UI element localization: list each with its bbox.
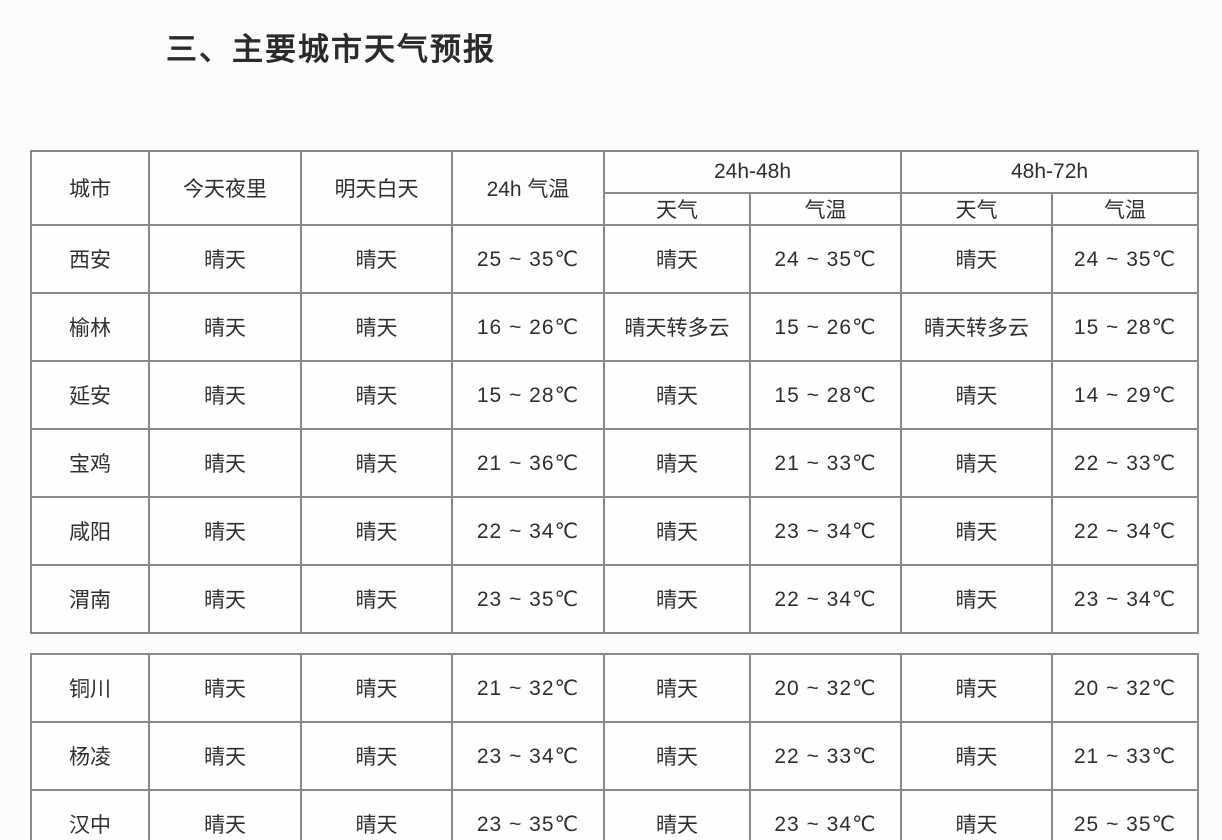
tonight-weather-cell: 晴天 [148, 653, 302, 723]
tomorrow-weather-cell: 晴天 [300, 428, 453, 498]
temp-24h-cell: 21 ~ 36℃ [451, 428, 605, 498]
header-row-groups: 城市 今天夜里 明天白天 24h 气温 24h-48h 48h-72h [30, 150, 1200, 226]
weather-48-72-cell: 晴天 [900, 564, 1054, 634]
weather-table-secondary: 铜川 晴天 晴天 21 ~ 32℃ 晴天 20 ~ 32℃ 晴天 20 ~ 32… [30, 653, 1199, 840]
weather-24-48-cell: 晴天 [603, 564, 751, 634]
weather-24-48-cell: 晴天 [603, 428, 751, 498]
tonight-weather-cell: 晴天 [148, 564, 302, 634]
table-row-tongchuan: 铜川 晴天 晴天 21 ~ 32℃ 晴天 20 ~ 32℃ 晴天 20 ~ 32… [30, 653, 1199, 723]
col-header-tonight: 今天夜里 [148, 150, 302, 226]
temp-24h-cell: 16 ~ 26℃ [451, 292, 605, 362]
temp-24-48-cell: 22 ~ 33℃ [749, 721, 902, 791]
weather-48-72-cell: 晴天转多云 [900, 292, 1054, 362]
weather-24-48-cell: 晴天 [603, 653, 751, 723]
temp-24-48-cell: 20 ~ 32℃ [749, 653, 902, 723]
weather-24-48-cell: 晴天 [603, 721, 751, 791]
weather-24-48-cell: 晴天 [603, 789, 751, 840]
temp-24h-cell: 22 ~ 34℃ [451, 496, 605, 566]
temp-24-48-cell: 22 ~ 34℃ [748, 564, 903, 634]
temp-24-48-cell: 21 ~ 33℃ [748, 428, 903, 498]
city-cell: 榆林 [30, 292, 150, 362]
col-header-tomorrow-daytime: 明天白天 [300, 150, 453, 226]
header-row-sub: 天气 气温 天气 气温 [31, 192, 1200, 226]
temp-24-48-cell: 15 ~ 28℃ [748, 360, 903, 430]
col-header-temp-24-48: 气温 [748, 192, 903, 226]
table-row-yulin: 榆林 晴天 晴天 16 ~ 26℃ 晴天转多云 15 ~ 26℃ 晴天转多云 1… [30, 292, 1200, 362]
city-cell: 铜川 [30, 653, 150, 723]
temp-48-72-cell: 20 ~ 32℃ [1051, 653, 1199, 723]
tomorrow-weather-cell: 晴天 [300, 653, 453, 723]
weather-24-48-cell: 晴天 [603, 360, 751, 430]
city-cell: 延安 [30, 360, 150, 430]
col-header-weather-24-48: 天气 [603, 192, 751, 226]
weather-48-72-cell: 晴天 [900, 428, 1054, 498]
weather-48-72-cell: 晴天 [900, 721, 1053, 791]
col-header-temp-48-72: 气温 [1051, 192, 1200, 226]
weather-table-primary: 城市 今天夜里 明天白天 24h 气温 24h-48h 48h-72h 天气 气… [30, 150, 1200, 634]
tomorrow-weather-cell: 晴天 [300, 496, 453, 566]
temp-24h-cell: 15 ~ 28℃ [451, 360, 605, 430]
weather-48-72-cell: 晴天 [900, 224, 1054, 294]
table-row-hanzhong: 汉中 晴天 晴天 23 ~ 35℃ 晴天 23 ~ 34℃ 晴天 25 ~ 35… [30, 789, 1199, 840]
col-group-48h-72h: 48h-72h [900, 150, 1200, 194]
tomorrow-weather-cell: 晴天 [300, 789, 453, 840]
temp-24h-cell: 21 ~ 32℃ [451, 653, 605, 723]
table-row-xianyang: 咸阳 晴天 晴天 22 ~ 34℃ 晴天 23 ~ 34℃ 晴天 22 ~ 34… [30, 496, 1200, 566]
tomorrow-weather-cell: 晴天 [300, 224, 453, 294]
temp-48-72-cell: 23 ~ 34℃ [1051, 564, 1200, 634]
col-header-city: 城市 [30, 150, 150, 226]
col-header-24h-temp: 24h 气温 [451, 150, 605, 226]
city-cell: 杨凌 [30, 721, 150, 791]
tomorrow-weather-cell: 晴天 [300, 360, 453, 430]
temp-24h-cell: 25 ~ 35℃ [451, 224, 605, 294]
city-cell: 西安 [30, 224, 150, 294]
tomorrow-weather-cell: 晴天 [300, 564, 453, 634]
city-cell: 汉中 [30, 789, 150, 840]
section-title: 三、主要城市天气预报 [166, 32, 496, 67]
table-row-yangling: 杨凌 晴天 晴天 23 ~ 34℃ 晴天 22 ~ 33℃ 晴天 21 ~ 33… [30, 721, 1199, 791]
temp-48-72-cell: 25 ~ 35℃ [1051, 789, 1199, 840]
weather-48-72-cell: 晴天 [900, 496, 1054, 566]
temp-24h-cell: 23 ~ 35℃ [451, 789, 605, 840]
city-cell: 渭南 [30, 564, 150, 634]
weather-24-48-cell: 晴天 [603, 224, 751, 294]
table-header: 城市 今天夜里 明天白天 24h 气温 24h-48h 48h-72h 天气 气… [30, 150, 1200, 226]
tonight-weather-cell: 晴天 [148, 721, 302, 791]
temp-24-48-cell: 23 ~ 34℃ [748, 496, 903, 566]
city-cell: 咸阳 [30, 496, 150, 566]
tonight-weather-cell: 晴天 [148, 224, 302, 294]
weather-48-72-cell: 晴天 [900, 653, 1053, 723]
table-row-yanan: 延安 晴天 晴天 15 ~ 28℃ 晴天 15 ~ 28℃ 晴天 14 ~ 29… [30, 360, 1200, 430]
table-row-xian: 西安 晴天 晴天 25 ~ 35℃ 晴天 24 ~ 35℃ 晴天 24 ~ 35… [30, 224, 1200, 294]
tonight-weather-cell: 晴天 [148, 360, 302, 430]
tonight-weather-cell: 晴天 [148, 292, 302, 362]
weather-48-72-cell: 晴天 [900, 789, 1053, 840]
temp-48-72-cell: 24 ~ 35℃ [1051, 224, 1200, 294]
weather-24-48-cell: 晴天 [603, 496, 751, 566]
tomorrow-weather-cell: 晴天 [300, 721, 453, 791]
temp-24-48-cell: 24 ~ 35℃ [748, 224, 903, 294]
temp-48-72-cell: 15 ~ 28℃ [1051, 292, 1200, 362]
table-row-weinan: 渭南 晴天 晴天 23 ~ 35℃ 晴天 22 ~ 34℃ 晴天 23 ~ 34… [30, 564, 1200, 634]
temp-48-72-cell: 21 ~ 33℃ [1051, 721, 1199, 791]
weather-24-48-cell: 晴天转多云 [603, 292, 751, 362]
temp-24h-cell: 23 ~ 35℃ [451, 564, 605, 634]
weather-48-72-cell: 晴天 [900, 360, 1054, 430]
temp-24-48-cell: 23 ~ 34℃ [749, 789, 902, 840]
temp-48-72-cell: 22 ~ 34℃ [1051, 496, 1200, 566]
temp-48-72-cell: 14 ~ 29℃ [1051, 360, 1200, 430]
temp-24h-cell: 23 ~ 34℃ [451, 721, 605, 791]
col-header-weather-48-72: 天气 [900, 192, 1054, 226]
tonight-weather-cell: 晴天 [148, 789, 302, 840]
temp-24-48-cell: 15 ~ 26℃ [748, 292, 903, 362]
temp-48-72-cell: 22 ~ 33℃ [1051, 428, 1200, 498]
tonight-weather-cell: 晴天 [148, 496, 302, 566]
city-cell: 宝鸡 [30, 428, 150, 498]
tomorrow-weather-cell: 晴天 [300, 292, 453, 362]
tonight-weather-cell: 晴天 [148, 428, 302, 498]
table-row-baoji: 宝鸡 晴天 晴天 21 ~ 36℃ 晴天 21 ~ 33℃ 晴天 22 ~ 33… [30, 428, 1200, 498]
col-group-24h-48h: 24h-48h [602, 150, 903, 194]
